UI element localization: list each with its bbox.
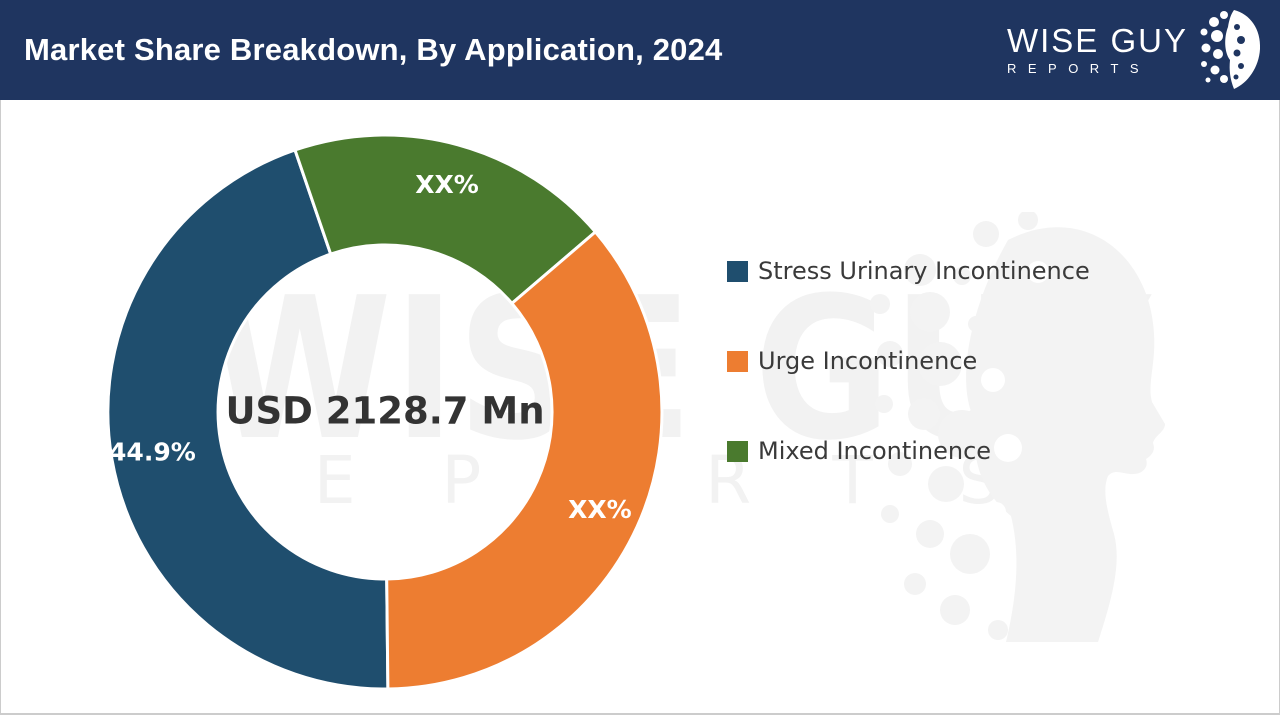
header-bar: Market Share Breakdown, By Application, … (0, 0, 1280, 100)
donut-segment-urge-incontinence (385, 230, 664, 691)
donut-segment-stress-urinary-incontinence (106, 148, 390, 691)
brand-logo: WISE GUY REPORTS (1007, 7, 1266, 93)
chart-legend: Stress Urinary Incontinence Urge Incontin… (727, 255, 1090, 525)
logo-subtitle: REPORTS (1006, 60, 1151, 76)
legend-item: Mixed Incontinence (727, 435, 1090, 467)
watermark-face-graphic (870, 212, 1165, 642)
page-title: Market Share Breakdown, By Application, … (24, 32, 723, 67)
legend-item: Stress Urinary Incontinence (727, 255, 1090, 287)
logo-face-icon (1200, 10, 1261, 89)
legend-swatch-icon (727, 260, 748, 282)
legend-label: Mixed Incontinence (758, 437, 992, 465)
segment-percentage-label: XX% (415, 170, 479, 199)
left-border-line (0, 100, 1, 714)
segment-percentage-label: XX% (568, 495, 632, 524)
legend-item: Urge Incontinence (727, 345, 1090, 377)
bottom-border-line (0, 713, 1280, 715)
legend-label: Stress Urinary Incontinence (758, 257, 1090, 285)
donut-segment-mixed-incontinence (293, 133, 597, 305)
chart-center-value: USD 2128.7 Mn (225, 389, 545, 433)
legend-label: Urge Incontinence (758, 347, 978, 375)
segment-percentage-label: 44.9% (109, 438, 196, 467)
logo-wordmark: WISE GUY (1006, 22, 1188, 60)
legend-swatch-icon (727, 440, 748, 462)
legend-swatch-icon (727, 350, 748, 372)
donut-chart: 44.9% XX% XX% (106, 133, 664, 691)
